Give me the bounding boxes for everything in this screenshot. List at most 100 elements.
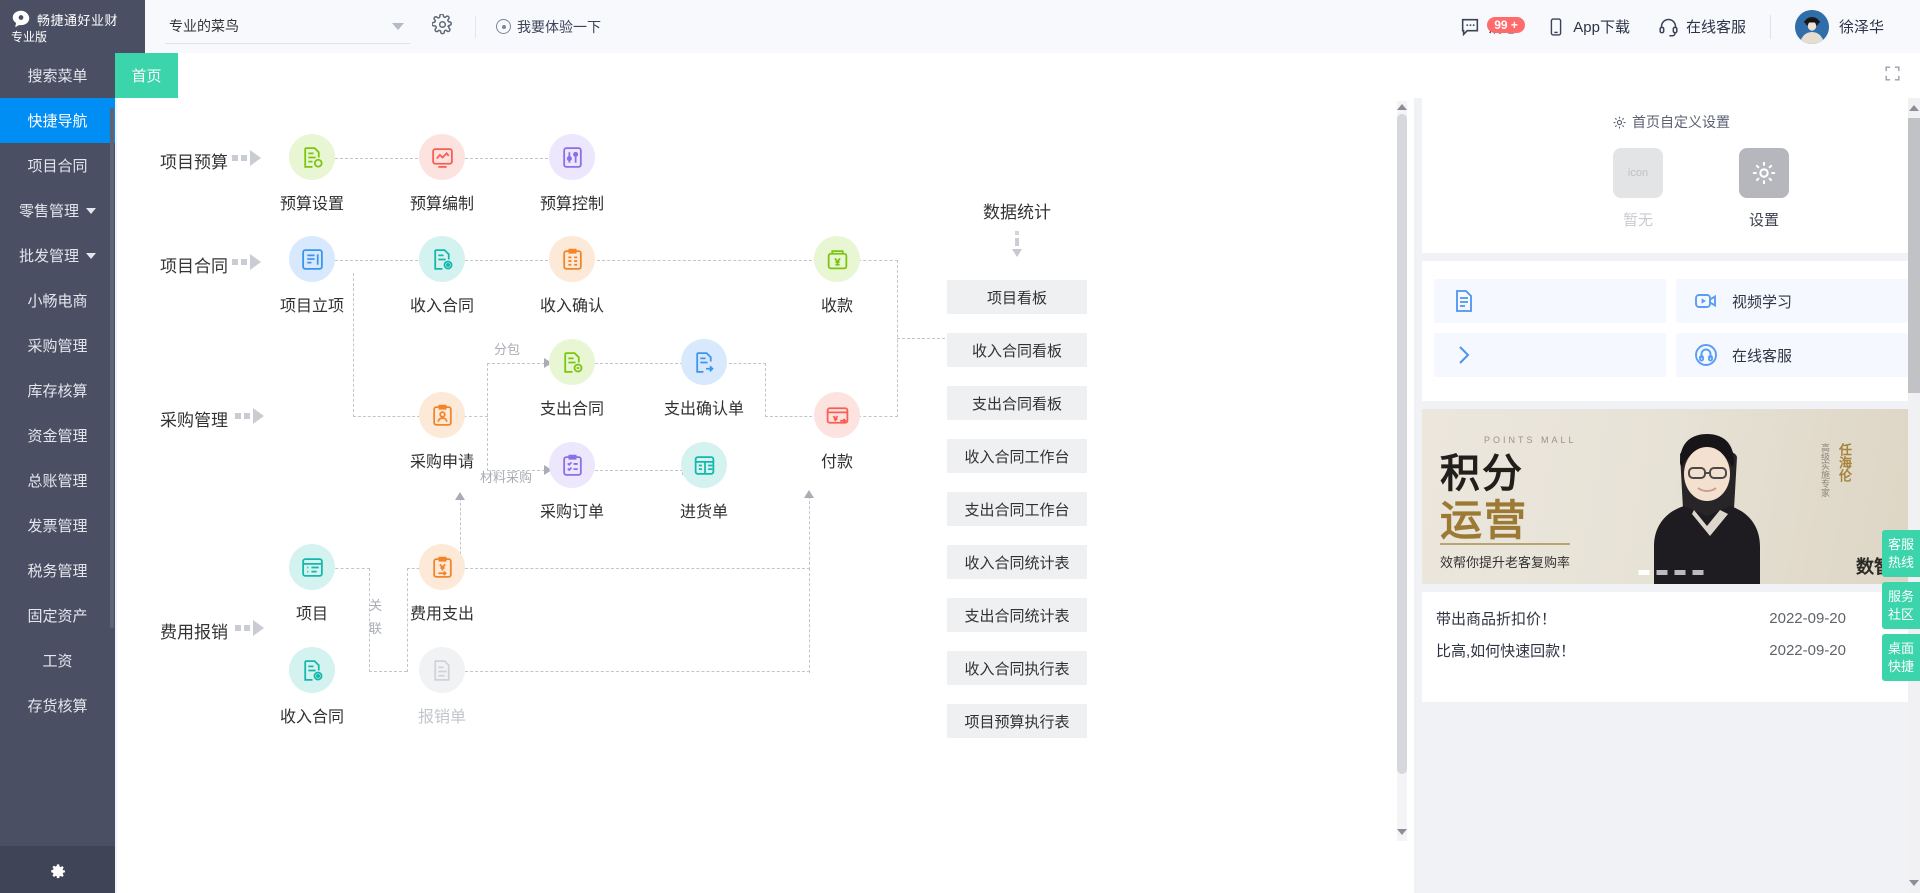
connector <box>460 260 558 261</box>
stat-button-income-contract-board[interactable]: 收入合同看板 <box>947 333 1087 367</box>
sidebar-item-inventory[interactable]: 库存核算 <box>0 368 115 413</box>
connector <box>897 338 945 339</box>
flow-node-receipt[interactable]: 收款 <box>782 236 892 316</box>
messages-button[interactable]: 消息 99 + <box>1445 16 1532 38</box>
scroll-down-icon[interactable] <box>1397 825 1407 838</box>
custom-settings-header[interactable]: 首页自定义设置 <box>1422 112 1920 132</box>
flow-node-income-contract[interactable]: 收入合同 <box>387 236 497 316</box>
sidebar-item-stock[interactable]: 存货核算 <box>0 683 115 728</box>
flow-node-reimbursement[interactable]: 报销单 <box>387 647 497 727</box>
sidebar-item-ledger[interactable]: 总账管理 <box>0 458 115 503</box>
connector <box>714 363 766 364</box>
dock-button-desktop[interactable]: 桌面 快捷 <box>1882 634 1920 682</box>
sidebar-item-wholesale[interactable]: 批发管理 <box>0 233 115 278</box>
sidebar-item-project[interactable]: 项目合同 <box>0 143 115 188</box>
stat-button-project-budget-exec[interactable]: 项目预算执行表 <box>947 704 1087 738</box>
sidebar-item-label: 小畅电商 <box>27 293 88 310</box>
stat-button-expense-contract-desk[interactable]: 支出合同工作台 <box>947 492 1087 526</box>
sidebar-item-invoice[interactable]: 发票管理 <box>0 503 115 548</box>
try-experience-button[interactable]: 我要体验一下 <box>496 17 601 37</box>
stat-button-income-contract-exec[interactable]: 收入合同执行表 <box>947 651 1087 685</box>
stat-button-expense-contract-stats[interactable]: 支出合同统计表 <box>947 598 1087 632</box>
brand-logo-icon <box>10 8 32 30</box>
promo-carousel-dots[interactable] <box>1638 570 1704 575</box>
connector <box>809 568 810 673</box>
flow-node-goods-receipt[interactable]: 进货单 <box>649 442 759 522</box>
connector <box>858 416 898 417</box>
stat-button-project-board[interactable]: 项目看板 <box>947 280 1087 314</box>
news-date: 2022-09-20 <box>1769 609 1846 627</box>
news-item[interactable]: 带出商品折扣价！ 2022-09-20 <box>1436 602 1906 634</box>
promo-title-line1: 积分 <box>1440 452 1524 496</box>
sidebar-item-quicknav[interactable]: 快捷导航 <box>0 98 115 143</box>
online-service-button[interactable]: 在线客服 <box>1644 16 1760 37</box>
quick-link-arrow[interactable] <box>1434 333 1666 377</box>
gear-icon <box>1739 148 1789 198</box>
carousel-dot[interactable] <box>1638 570 1650 575</box>
right-scrollbar-thumb[interactable] <box>1908 118 1920 393</box>
flow-node-purchase-request[interactable]: 采购申请 <box>387 392 497 472</box>
scroll-down-icon[interactable] <box>1908 875 1920 891</box>
news-text: 比高,如何快速回款！ <box>1436 642 1576 660</box>
chevron-down-icon <box>86 207 96 214</box>
sidebar-item-tax[interactable]: 税务管理 <box>0 548 115 593</box>
flow-node-label: 付款 <box>820 454 853 471</box>
stat-button-income-contract-stats[interactable]: 收入合同统计表 <box>947 545 1087 579</box>
sidebar-item-fixedassets[interactable]: 固定资产 <box>0 593 115 638</box>
flow-node-budget-prep[interactable]: 预算编制 <box>387 134 497 214</box>
scroll-up-icon[interactable] <box>1397 100 1407 113</box>
flow-node-project[interactable]: 项目 <box>257 544 367 624</box>
stat-button-label: 项目预算执行表 <box>964 713 1070 731</box>
flow-node-budget-setting[interactable]: 预算设置 <box>257 134 367 214</box>
stat-button-expense-contract-board[interactable]: 支出合同看板 <box>947 386 1087 420</box>
carousel-dot[interactable] <box>1692 570 1704 575</box>
user-menu[interactable]: 徐泽华 <box>1781 9 1898 44</box>
app-download-button[interactable]: App下载 <box>1532 16 1644 37</box>
sidebar-item-retail[interactable]: 零售管理 <box>0 188 115 233</box>
custom-item-label: 设置 <box>1748 212 1779 229</box>
quick-link-video[interactable]: 视频学习 <box>1676 279 1908 323</box>
promo-banner-card[interactable]: POINTS MALL 积分 运营 效帮你提升老客复购率 <box>1422 409 1920 584</box>
gear-icon[interactable] <box>431 12 453 40</box>
sidebar-item-salary[interactable]: 工资 <box>0 638 115 683</box>
sidebar-item-purchase[interactable]: 采购管理 <box>0 323 115 368</box>
flow-scrollbar-thumb[interactable] <box>1397 114 1407 774</box>
scroll-up-icon[interactable] <box>1908 100 1920 116</box>
sidebar-scroll: 搜索菜单 快捷导航 项目合同 零售管理 批发管理 小畅电商 采购管理 库存核算 … <box>0 53 115 846</box>
dock-button-hotline[interactable]: 客服 热线 <box>1882 530 1920 578</box>
sidebar-settings-button[interactable] <box>0 846 115 893</box>
flow-node-expense-contract[interactable]: 支出合同 <box>517 339 627 419</box>
clipboard-yen2-icon <box>419 544 465 590</box>
flow-node-income-contract-2[interactable]: 收入合同 <box>257 647 367 727</box>
sidebar-item-label: 固定资产 <box>27 608 88 625</box>
custom-item-none[interactable]: icon 暂无 <box>1599 148 1677 230</box>
flow-node-income-confirm[interactable]: 收入确认 <box>517 236 627 316</box>
fullscreen-icon[interactable] <box>1883 64 1902 88</box>
custom-item-settings[interactable]: 设置 <box>1725 148 1803 230</box>
flow-node-purchase-order[interactable]: 采购订单 <box>517 442 627 522</box>
sidebar-item-search[interactable]: 搜索菜单 <box>0 53 115 98</box>
sidebar-item-funds[interactable]: 资金管理 <box>0 413 115 458</box>
custom-settings-items: icon 暂无 设置 <box>1422 148 1920 230</box>
doc-star-icon <box>419 236 465 282</box>
tab-home[interactable]: 首页 <box>115 53 178 98</box>
quick-link-service[interactable]: 在线客服 <box>1676 333 1908 377</box>
sidebar-item-ecommerce[interactable]: 小畅电商 <box>0 278 115 323</box>
flow-node-budget-control[interactable]: 预算控制 <box>517 134 627 214</box>
news-item[interactable]: 比高,如何快速回款！ 2022-09-20 <box>1436 634 1906 666</box>
sidebar-scrollbar[interactable] <box>110 108 114 628</box>
carousel-dot[interactable] <box>1674 570 1686 575</box>
flow-node-expense-confirm[interactable]: 支出确认单 <box>649 339 759 419</box>
carousel-dot[interactable] <box>1656 570 1668 575</box>
dock-button-community[interactable]: 服务 社区 <box>1882 582 1920 630</box>
flow-row-label-budget: 项目预算 <box>160 153 228 172</box>
quick-link-doc[interactable] <box>1434 279 1666 323</box>
flow-node-project-init[interactable]: 项目立项 <box>257 236 367 316</box>
flow-node-payment[interactable]: 付款 <box>782 392 892 472</box>
brand-block: 畅捷通好业财 专业版 <box>0 0 145 53</box>
stat-button-income-contract-desk[interactable]: 收入合同工作台 <box>947 439 1087 473</box>
menu-select[interactable]: 专业的菜鸟 <box>165 10 410 44</box>
flow-node-expense-payout[interactable]: 费用支出 <box>387 544 497 624</box>
quick-links-grid: 视频学习 在线客服 <box>1422 279 1920 377</box>
